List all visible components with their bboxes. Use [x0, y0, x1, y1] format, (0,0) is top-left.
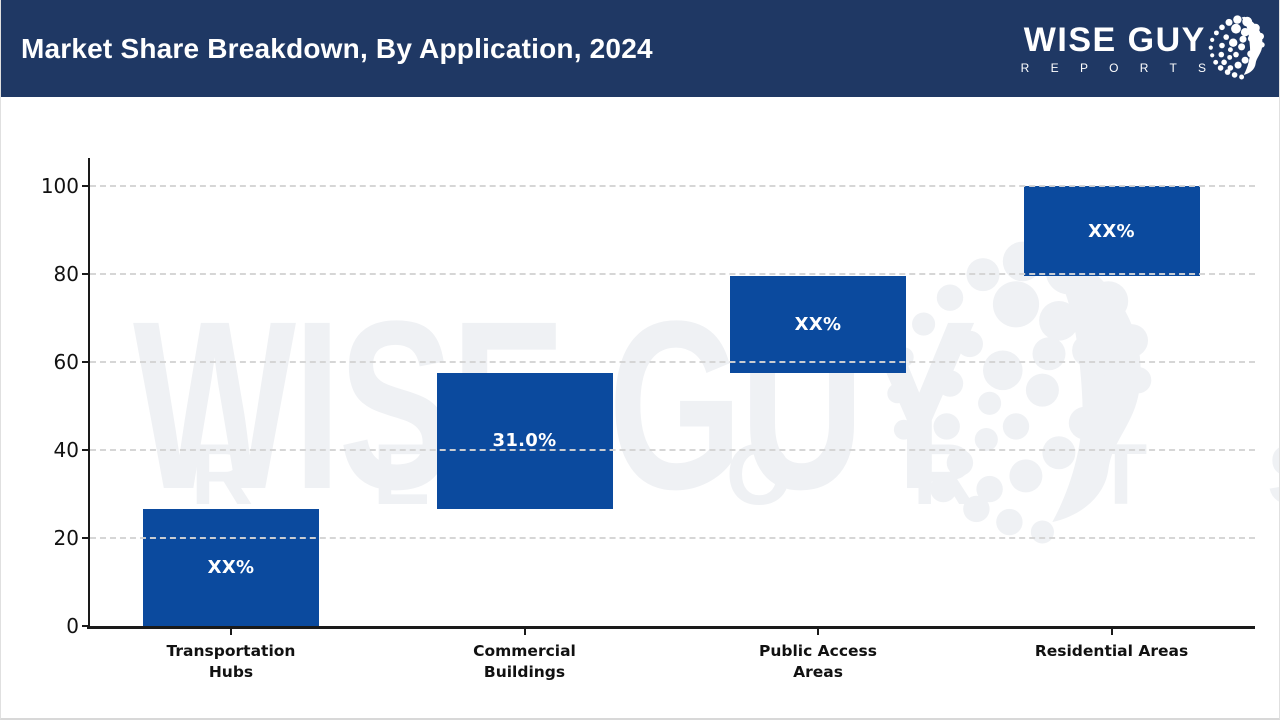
gridline-80 [90, 273, 1255, 275]
category-label: Commercial Buildings [395, 641, 655, 683]
category-label: Public Access Areas [688, 641, 948, 683]
bar-3: XX% [730, 276, 906, 373]
x-axis [87, 626, 1255, 629]
y-tick-mark [82, 361, 89, 363]
x-tick-mark [523, 628, 526, 635]
y-tick-mark [82, 625, 89, 627]
y-axis [88, 158, 90, 628]
y-tick-label: 80 [53, 262, 79, 286]
x-tick-mark [1110, 628, 1113, 635]
y-tick-mark [82, 537, 89, 539]
y-tick-label: 60 [53, 350, 79, 374]
category-label: Transportation Hubs [101, 641, 361, 683]
bar-1: XX% [143, 508, 319, 626]
bar-value-label: XX% [1088, 220, 1135, 242]
page-title: Market Share Breakdown, By Application, … [21, 32, 653, 64]
brand-logo: WISE GUY R E P O R T S [1015, 9, 1279, 89]
category-label-line: Commercial [473, 642, 576, 660]
category-label-line: Hubs [208, 662, 254, 681]
bar-value-label: XX% [794, 313, 842, 335]
logo-subtext: R E P O R T S [1020, 60, 1215, 75]
y-tick-label: 40 [53, 438, 79, 462]
y-tick-mark [82, 185, 89, 187]
bar-value-label: 31.0% [492, 430, 557, 452]
logo-wordmark: WISE GUY [1023, 20, 1206, 59]
x-tick-mark [230, 628, 232, 635]
brand-logo-text: WISE GUY R E P O R T S [1015, 23, 1215, 75]
bar-value-label: XX% [207, 556, 255, 578]
y-tick-label: 100 [40, 174, 79, 198]
bar-2: 31.0% [436, 372, 613, 509]
gridline-60 [90, 361, 1255, 363]
gridline-100 [90, 185, 1255, 187]
category-label-line: Buildings [483, 662, 566, 681]
y-tick-label: 0 [66, 614, 79, 638]
y-tick-label: 20 [53, 526, 79, 550]
logo-head-icon [1208, 14, 1265, 79]
category-label-line: Transportation [166, 642, 296, 660]
x-tick-mark [817, 628, 819, 635]
y-tick-mark [82, 449, 89, 451]
gridline-40 [90, 449, 1255, 451]
category-label: Residential Areas [982, 641, 1242, 662]
gridline-20 [90, 537, 1255, 539]
bar-4: XX% [1023, 186, 1200, 277]
header-bar: Market Share Breakdown, By Application, … [1, 0, 1279, 97]
category-label-line: Public Access [758, 642, 878, 660]
category-label-line: Areas [793, 662, 843, 681]
category-label-line: Residential Areas [1034, 642, 1189, 660]
y-tick-mark [82, 273, 89, 275]
